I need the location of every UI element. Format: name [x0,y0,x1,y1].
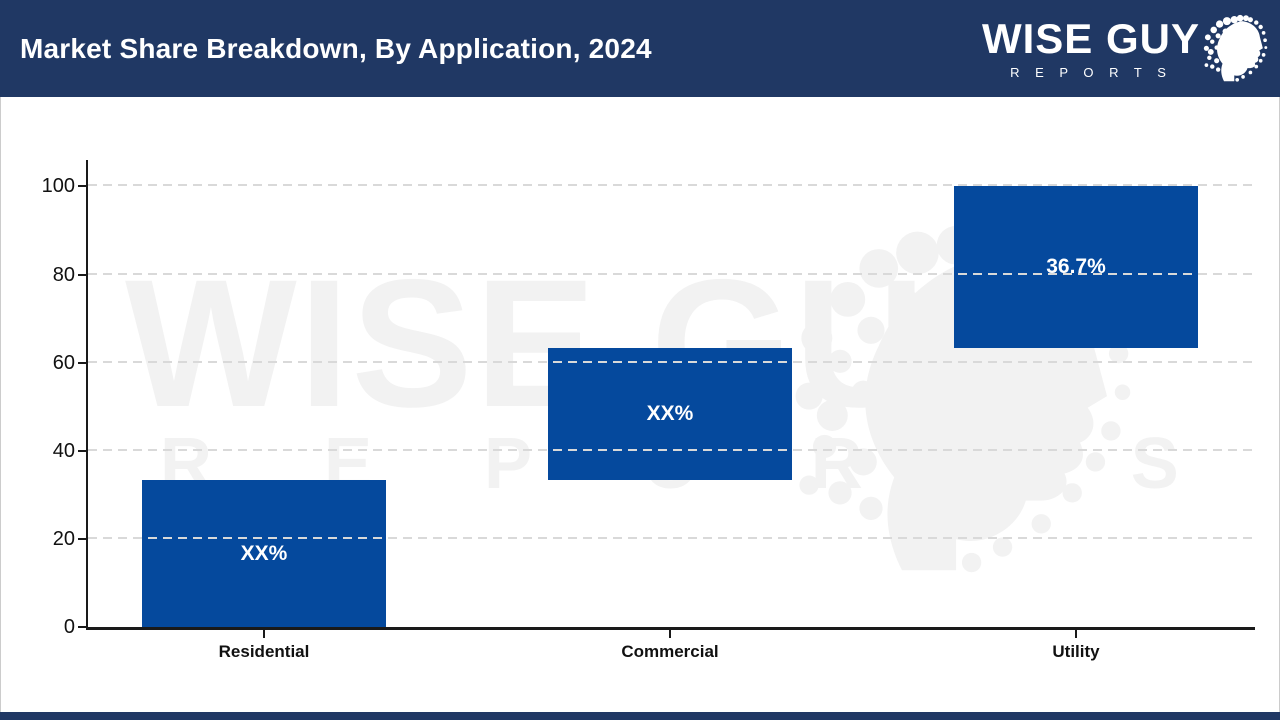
y-tick-mark-40 [78,449,86,452]
bar-value-label-residential: XX% [240,541,288,565]
gridline-100 [88,184,1255,187]
gridline-60 [88,360,1255,363]
gridline-20 [88,536,1255,539]
bar-value-label-commercial: XX% [646,402,694,426]
bar-utility [954,186,1198,349]
wise-guy-reports-logo: WISE GUY R E P O R T S [982,4,1268,94]
x-tick-mark-residential [263,630,265,638]
bar-commercial [548,348,792,481]
y-tick-label-40: 40 [52,439,75,462]
y-tick-mark-80 [78,273,86,276]
x-tick-mark-utility [1075,630,1077,638]
header-bar: Market Share Breakdown, By Application, … [0,0,1280,97]
x-tick-label-utility: Utility [1052,642,1100,661]
x-tick-label-residential: Residential [218,642,310,661]
y-tick-label-80: 80 [52,263,75,286]
x-tick-mark-commercial [669,630,671,638]
y-tick-label-0: 0 [63,616,75,638]
y-tick-mark-20 [78,537,86,540]
bar-value-label-utility: 36.7% [1046,255,1106,279]
plot-area: 0 20 40 60 80 100 XX% Residential XX% Commercial 3… [42,160,1255,661]
gridline-80 [88,272,1255,275]
y-tick-mark-60 [78,361,86,364]
y-tick-label-100: 100 [41,175,75,198]
gridline-40 [88,448,1255,451]
logo-tagline: R E P O R T S [1010,65,1172,80]
y-tick-mark-0 [78,626,86,628]
y-tick-mark-100 [78,185,86,188]
logo-face-icon [1202,7,1268,91]
bar-residential [142,480,386,627]
logo-name: WISE GUY [981,15,1200,62]
y-tick-label-20: 20 [52,527,75,550]
x-tick-label-commercial: Commercial [621,642,719,661]
y-axis-spine [86,160,88,630]
page-title: Market Share Breakdown, By Application, … [20,32,652,64]
y-tick-label-60: 60 [52,351,75,374]
x-axis-spine [86,627,1255,630]
footer-bar [0,712,1280,720]
logo-text: WISE GUY R E P O R T S [981,15,1200,81]
